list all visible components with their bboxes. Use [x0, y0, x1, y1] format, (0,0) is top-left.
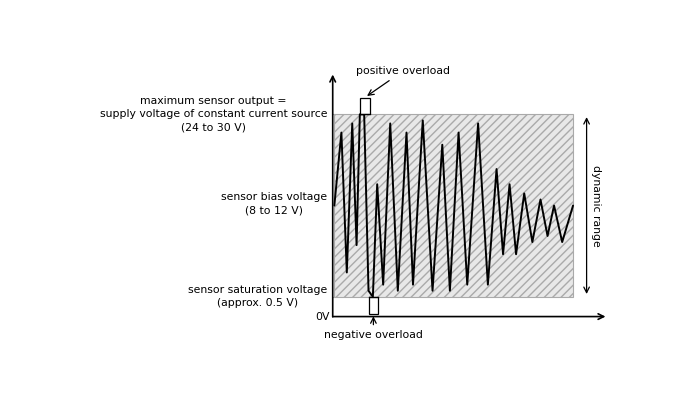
Bar — [360, 98, 370, 114]
Text: negative overload: negative overload — [324, 318, 423, 340]
Text: positive overload: positive overload — [356, 66, 449, 95]
Text: dynamic range: dynamic range — [591, 165, 601, 246]
Text: maximum sensor output =
supply voltage of constant current source
(24 to 30 V): maximum sensor output = supply voltage o… — [100, 96, 328, 132]
Bar — [335, 114, 573, 297]
Text: 0V: 0V — [316, 312, 330, 322]
Text: sensor saturation voltage
(approx. 0.5 V): sensor saturation voltage (approx. 0.5 V… — [188, 285, 328, 308]
Text: sensor bias voltage
(8 to 12 V): sensor bias voltage (8 to 12 V) — [221, 192, 328, 216]
Bar — [368, 297, 378, 314]
